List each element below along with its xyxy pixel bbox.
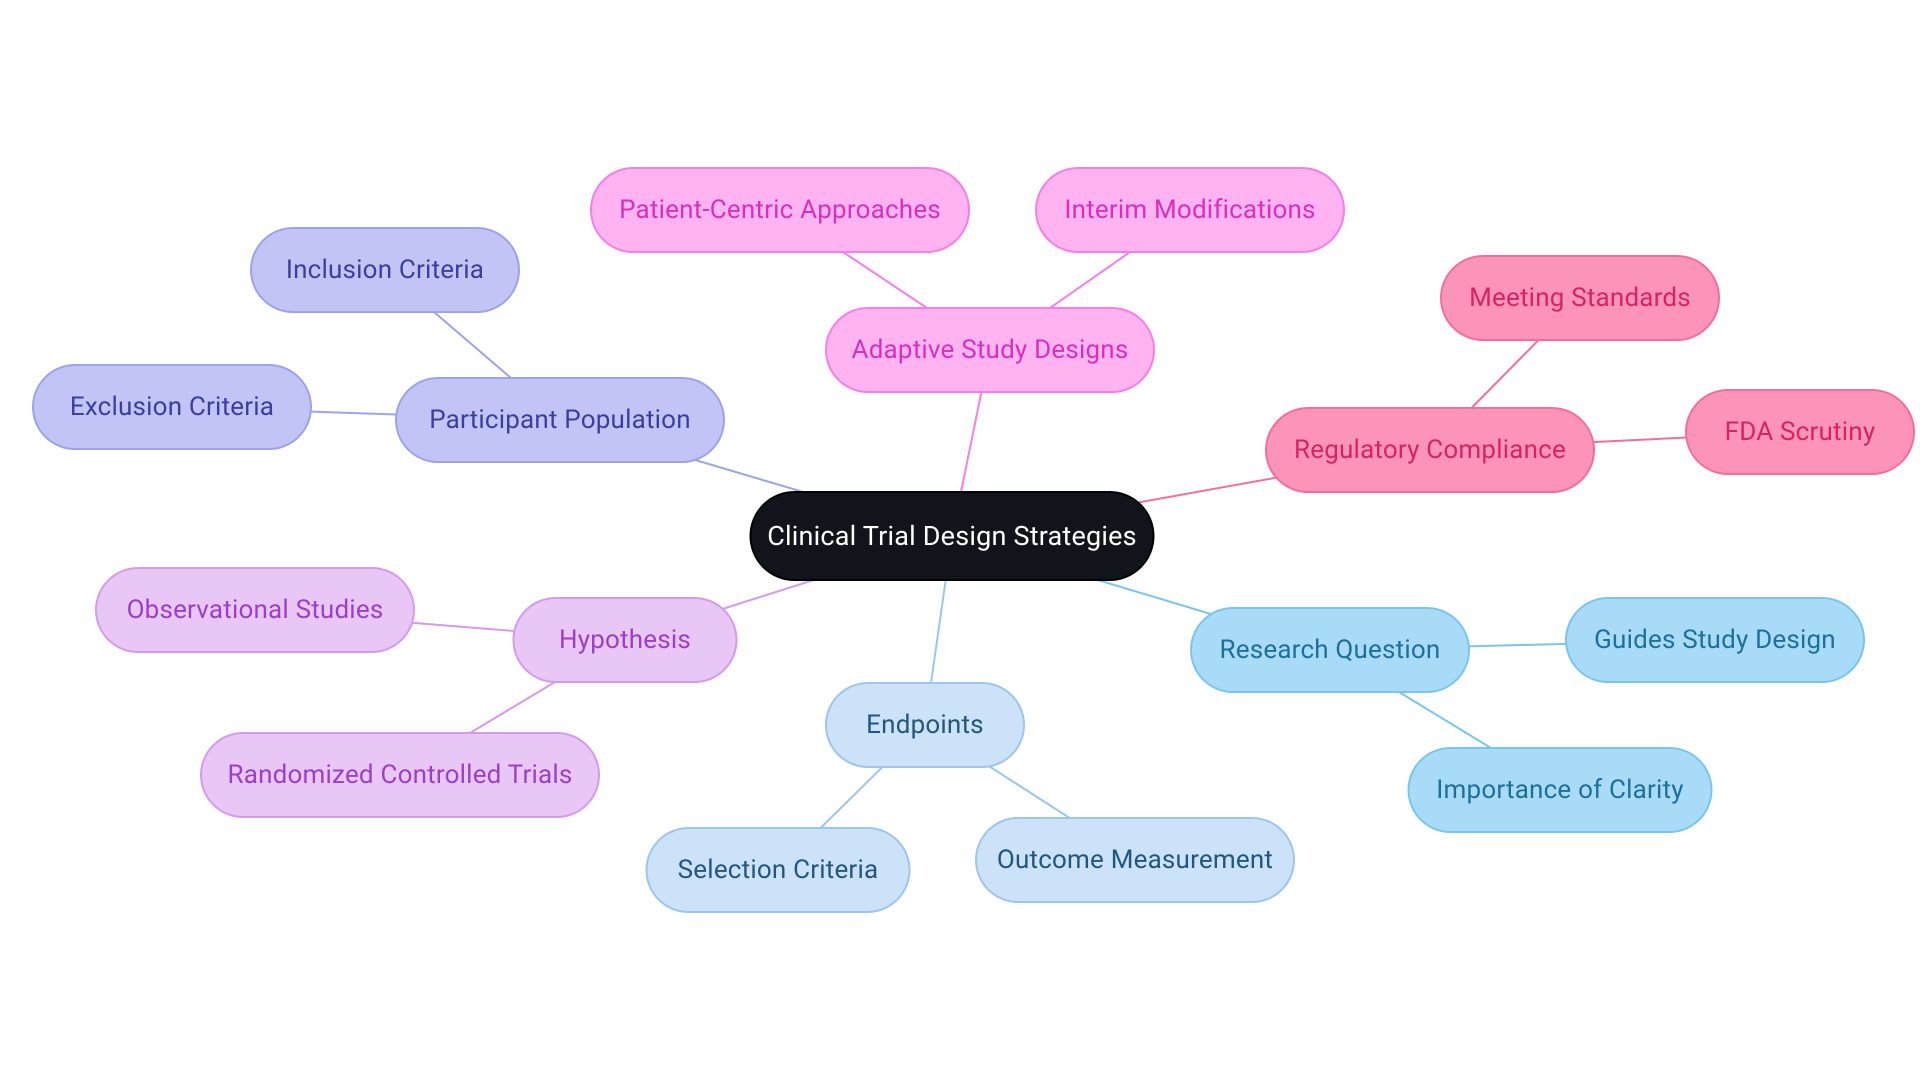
node-inclusion: Inclusion Criteria: [250, 227, 520, 313]
node-regulatory: Regulatory Compliance: [1265, 407, 1595, 493]
node-endpoints: Endpoints: [825, 682, 1025, 768]
node-selection: Selection Criteria: [646, 827, 911, 913]
node-outcome: Outcome Measurement: [975, 817, 1295, 903]
node-research: Research Question: [1190, 607, 1470, 693]
node-rct: Randomized Controlled Trials: [200, 732, 600, 818]
node-meeting: Meeting Standards: [1440, 255, 1720, 341]
node-interim: Interim Modifications: [1035, 167, 1345, 253]
node-clarity: Importance of Clarity: [1408, 747, 1713, 833]
mindmap-canvas: Clinical Trial Design Strategies Adaptive…: [0, 0, 1920, 1083]
node-root: Clinical Trial Design Strategies: [750, 491, 1155, 581]
node-patient_centric: Patient-Centric Approaches: [590, 167, 970, 253]
node-adaptive: Adaptive Study Designs: [825, 307, 1155, 393]
node-fda: FDA Scrutiny: [1685, 389, 1915, 475]
node-observational: Observational Studies: [95, 567, 415, 653]
node-hypothesis: Hypothesis: [513, 597, 738, 683]
node-guides: Guides Study Design: [1565, 597, 1865, 683]
node-population: Participant Population: [395, 377, 725, 463]
node-exclusion: Exclusion Criteria: [32, 364, 312, 450]
